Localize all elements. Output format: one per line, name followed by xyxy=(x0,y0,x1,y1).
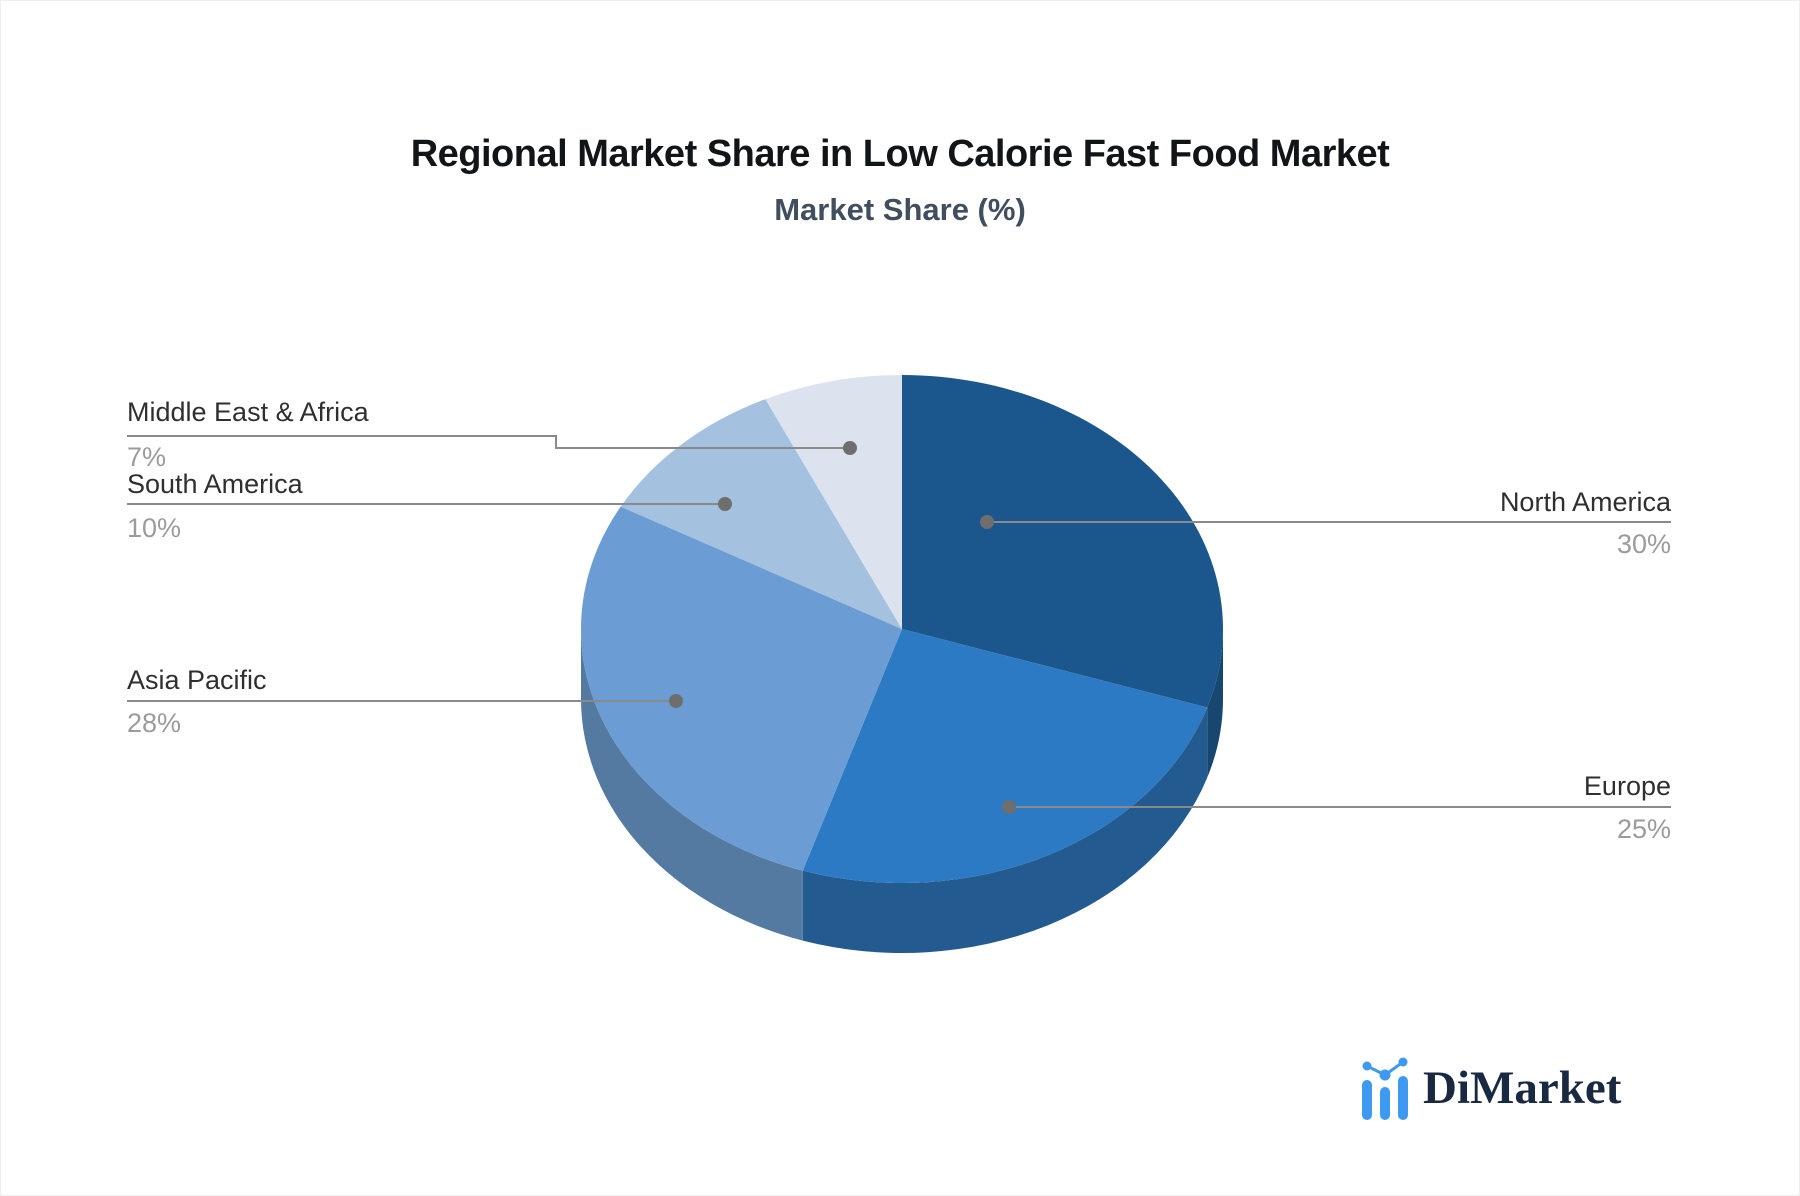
pie-3d-rims xyxy=(581,629,1223,954)
logo-dot xyxy=(1398,1057,1408,1067)
slice-label-south-america: South America xyxy=(127,469,303,499)
pie-slice-side-europe xyxy=(802,707,1208,954)
slice-value-north-america: 30% xyxy=(1616,529,1671,559)
logo-bar xyxy=(1398,1076,1408,1120)
slice-value-asia-pacific: 28% xyxy=(127,708,182,738)
callout-dot-europe xyxy=(1002,800,1016,814)
logo-bar xyxy=(1362,1080,1372,1120)
slice-label-asia-pacific: Asia Pacific xyxy=(127,665,267,695)
pie-slice-side-north-america xyxy=(1207,629,1223,778)
callout-dot-middle-east-africa xyxy=(843,441,857,455)
slice-value-europe: 25% xyxy=(1616,814,1671,844)
logo-dot xyxy=(1362,1061,1372,1071)
brand-logo: DiMarket xyxy=(1362,1042,1642,1120)
brand-name: DiMarket xyxy=(1423,1061,1622,1114)
page-title: Regional Market Share in Low Calorie Fas… xyxy=(410,133,1390,175)
callout-line-middle-east-africa xyxy=(127,435,850,449)
slice-label-north-america: North America xyxy=(1499,487,1671,517)
pie-slice-europe[interactable] xyxy=(802,629,1208,884)
pie-slice-north-america[interactable] xyxy=(902,375,1224,708)
pie-slice-asia-pacific[interactable] xyxy=(581,506,902,871)
callout-dot-south-america xyxy=(718,497,732,511)
callout-dot-north-america xyxy=(980,515,994,529)
slice-value-middle-east-africa: 7% xyxy=(127,442,167,472)
logo-bar xyxy=(1380,1087,1390,1120)
slice-label-middle-east-africa: Middle East & Africa xyxy=(127,397,369,427)
bar-line-chart-icon xyxy=(1362,1057,1408,1120)
pie-slices xyxy=(581,375,1224,884)
callout-connectors xyxy=(127,435,1671,814)
pie-slice-south-america[interactable] xyxy=(620,399,902,629)
slice-value-south-america: 10% xyxy=(127,513,182,543)
pie-slice-middle-east-africa[interactable] xyxy=(765,375,902,629)
logo-dot xyxy=(1379,1069,1391,1081)
chart-subtitle: Market Share (%) xyxy=(774,192,1026,227)
slice-label-europe: Europe xyxy=(1583,771,1671,801)
callout-dot-asia-pacific xyxy=(669,694,683,708)
pie-slice-side-asia-pacific xyxy=(581,629,803,941)
